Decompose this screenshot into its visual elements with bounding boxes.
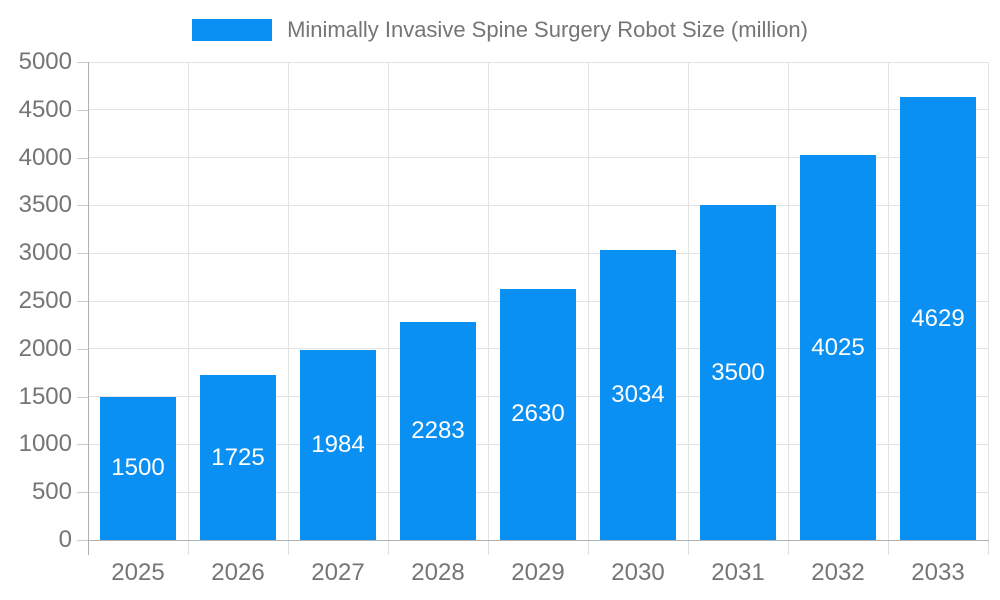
gridline-h [88, 157, 988, 159]
gridline-v [287, 62, 289, 540]
y-axis-label: 500 [31, 478, 72, 506]
gridline-v [487, 62, 489, 540]
y-axis-label: 3000 [18, 239, 72, 267]
bar: 1725 [200, 375, 276, 540]
bar-value-label: 4025 [811, 333, 865, 361]
gridline-h [88, 61, 988, 63]
x-axis-label: 2026 [211, 559, 265, 586]
y-axis-label: 5000 [18, 48, 72, 75]
bar: 2283 [400, 321, 476, 540]
y-tick [77, 396, 88, 398]
bar-value-label: 3500 [711, 358, 765, 386]
y-axis-line [88, 62, 89, 555]
y-axis-label: 1500 [18, 382, 72, 410]
legend: Minimally Invasive Spine Surgery Robot S… [0, 17, 1000, 43]
x-tick [888, 541, 889, 555]
gridline-v [987, 62, 989, 540]
legend-swatch [192, 19, 273, 41]
bar: 4629 [900, 97, 976, 540]
y-axis-label: 4000 [18, 143, 72, 171]
y-tick [77, 253, 88, 255]
x-axis-label: 2030 [611, 559, 665, 586]
gridline-h [88, 109, 988, 111]
bar: 4025 [800, 155, 876, 540]
bar-value-label: 2630 [511, 400, 565, 428]
x-tick [688, 541, 689, 555]
x-tick [388, 541, 389, 555]
y-axis-label: 2000 [18, 334, 72, 362]
x-tick [988, 541, 989, 555]
gridline-v [387, 62, 389, 540]
y-axis-label: 1000 [18, 430, 72, 458]
gridline-v [187, 62, 189, 540]
x-axis-label: 2033 [911, 559, 965, 586]
x-axis-label: 2029 [511, 559, 565, 586]
y-axis-label: 4500 [18, 95, 72, 123]
x-axis-label: 2032 [811, 559, 865, 586]
bar: 2630 [500, 288, 576, 540]
gridline-h [88, 204, 988, 206]
x-tick [288, 541, 289, 555]
x-axis-line [88, 540, 989, 541]
gridline-v [687, 62, 689, 540]
bar-value-label: 1984 [311, 431, 365, 459]
y-tick [77, 205, 88, 207]
y-tick [77, 301, 88, 302]
y-axis-label: 3500 [18, 191, 72, 219]
gridline-h [88, 252, 988, 254]
x-tick [588, 541, 589, 555]
x-axis-label: 2031 [711, 559, 765, 586]
gridline-v [887, 62, 889, 540]
bar-value-label: 2283 [411, 416, 465, 444]
bar: 3500 [700, 205, 776, 540]
y-tick [77, 492, 88, 494]
y-tick [77, 348, 88, 350]
x-tick [788, 541, 789, 555]
x-axis-label: 2025 [111, 559, 165, 586]
x-tick [188, 541, 189, 555]
x-tick [488, 541, 489, 555]
gridline-v [587, 62, 589, 540]
plot-area: 1500 1725 1984 2283 2630 3034 3500 4025 4629 [88, 61, 989, 540]
y-axis-label: 0 [58, 526, 72, 553]
y-tick [77, 157, 88, 159]
chart-title: Minimally Invasive Spine Surgery Robot S… [287, 17, 808, 42]
x-axis-label: 2027 [311, 559, 365, 586]
y-tick [77, 109, 88, 111]
bar: 3034 [600, 249, 676, 540]
bar: 1500 [100, 396, 176, 540]
y-tick [77, 62, 88, 63]
bar-value-label: 3034 [611, 380, 665, 408]
y-tick [77, 540, 88, 541]
y-tick [77, 444, 88, 446]
bar-value-label: 1500 [111, 454, 165, 482]
gridline-v [787, 62, 789, 540]
bar: 1984 [300, 350, 376, 540]
bar-value-label: 1725 [211, 443, 265, 471]
x-axis-label: 2028 [411, 559, 465, 586]
y-axis-label: 2500 [18, 287, 72, 314]
bar-value-label: 4629 [911, 304, 965, 332]
